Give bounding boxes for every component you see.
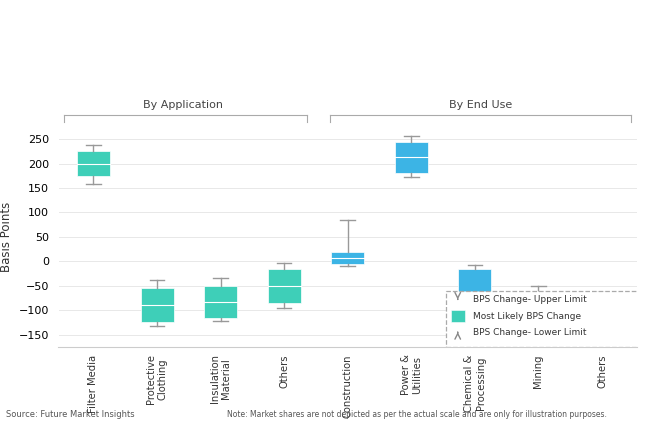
Bar [458, 269, 491, 315]
Bar [268, 269, 301, 303]
Text: fmi: fmi [552, 30, 598, 54]
Bar [77, 151, 110, 176]
Bar [522, 293, 555, 318]
Text: Source: Future Market Insights: Source: Future Market Insights [6, 410, 135, 419]
Text: By End Use: By End Use [449, 100, 512, 110]
Text: By Application: By Application [143, 100, 223, 110]
Y-axis label: Basis Points: Basis Points [0, 202, 13, 272]
Bar [204, 286, 237, 318]
Text: Note: Market shares are not depicted as per the actual scale and are only for il: Note: Market shares are not depicted as … [227, 410, 607, 419]
Text: Polyimide Fibers Market, 2021-2031: Polyimide Fibers Market, 2021-2031 [15, 63, 265, 76]
Text: BPS Change- Lower Limit: BPS Change- Lower Limit [473, 328, 586, 337]
Bar [586, 300, 619, 335]
FancyBboxPatch shape [447, 291, 650, 347]
Bar [140, 288, 174, 322]
Bar [395, 142, 428, 173]
Text: Most Likely BPS Change: Most Likely BPS Change [473, 312, 581, 321]
Bar [332, 252, 364, 264]
Text: Projected BPS Change in Market Share for Key Segments in Global: Projected BPS Change in Market Share for… [15, 22, 475, 34]
Text: Future Market Insights: Future Market Insights [540, 74, 610, 79]
Text: BPS Change- Upper Limit: BPS Change- Upper Limit [473, 295, 587, 304]
Bar [450, 310, 465, 322]
